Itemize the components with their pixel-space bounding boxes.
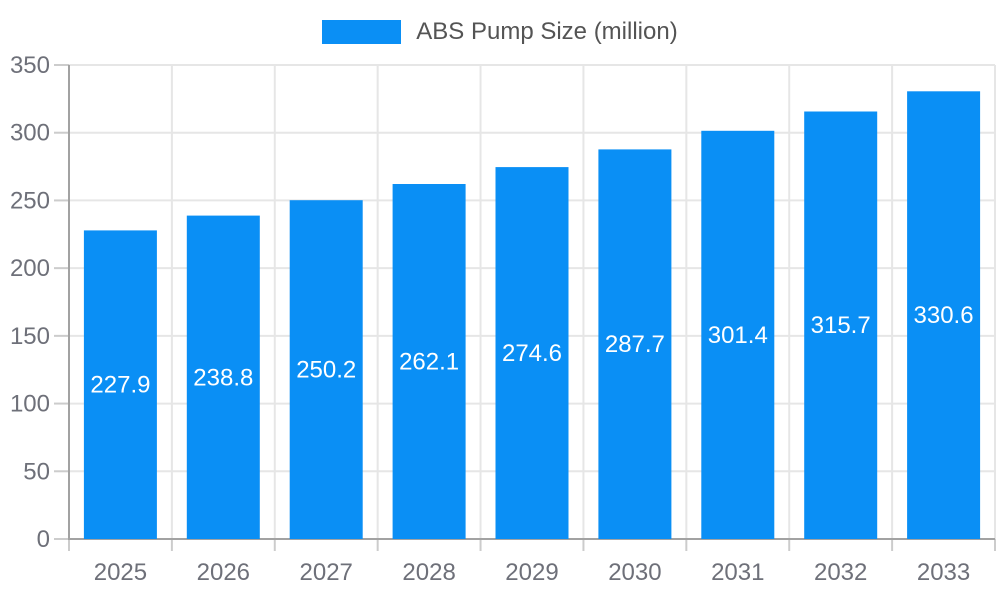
bar-2026[interactable] [186,215,260,539]
y-axis-label: 300 [10,120,50,147]
y-axis-label: 100 [10,391,50,418]
bar-2027[interactable] [289,200,363,539]
x-axis-label: 2027 [300,559,353,586]
legend[interactable]: ABS Pump Size (million) [0,18,1000,46]
bar-value-label: 287.7 [605,331,665,358]
y-axis-label: 200 [10,255,50,282]
bar-value-label: 238.8 [193,364,253,391]
bar-value-label: 301.4 [708,322,768,349]
x-axis-label: 2028 [402,559,455,586]
bar-2028[interactable] [392,184,466,539]
x-axis-label: 2029 [505,559,558,586]
bar-value-label: 250.2 [296,357,356,384]
bar-value-label: 315.7 [811,312,871,339]
bar-value-label: 274.6 [502,340,562,367]
bar-2032[interactable] [804,111,878,540]
y-axis-label: 350 [10,52,50,79]
legend-swatch[interactable] [322,20,402,44]
bar-value-label: 227.9 [90,372,150,399]
legend-label[interactable]: ABS Pump Size (million) [416,18,678,45]
bar-2025[interactable] [83,230,157,539]
bar-2030[interactable] [598,149,672,539]
x-axis-label: 2033 [917,559,970,586]
y-axis-label: 50 [23,458,50,485]
x-axis-label: 2030 [608,559,661,586]
x-axis-label: 2032 [814,559,867,586]
bar-2031[interactable] [701,130,775,540]
y-axis-label: 250 [10,187,50,214]
x-axis-label: 2026 [197,559,250,586]
y-axis-label: 150 [10,323,50,350]
y-axis-label: 0 [37,526,50,553]
bar-2033[interactable] [907,91,981,540]
bar-2029[interactable] [495,167,569,539]
bar-value-label: 262.1 [399,349,459,376]
x-axis-label: 2031 [711,559,764,586]
bar-value-label: 330.6 [914,302,974,329]
x-axis-label: 2025 [94,559,147,586]
